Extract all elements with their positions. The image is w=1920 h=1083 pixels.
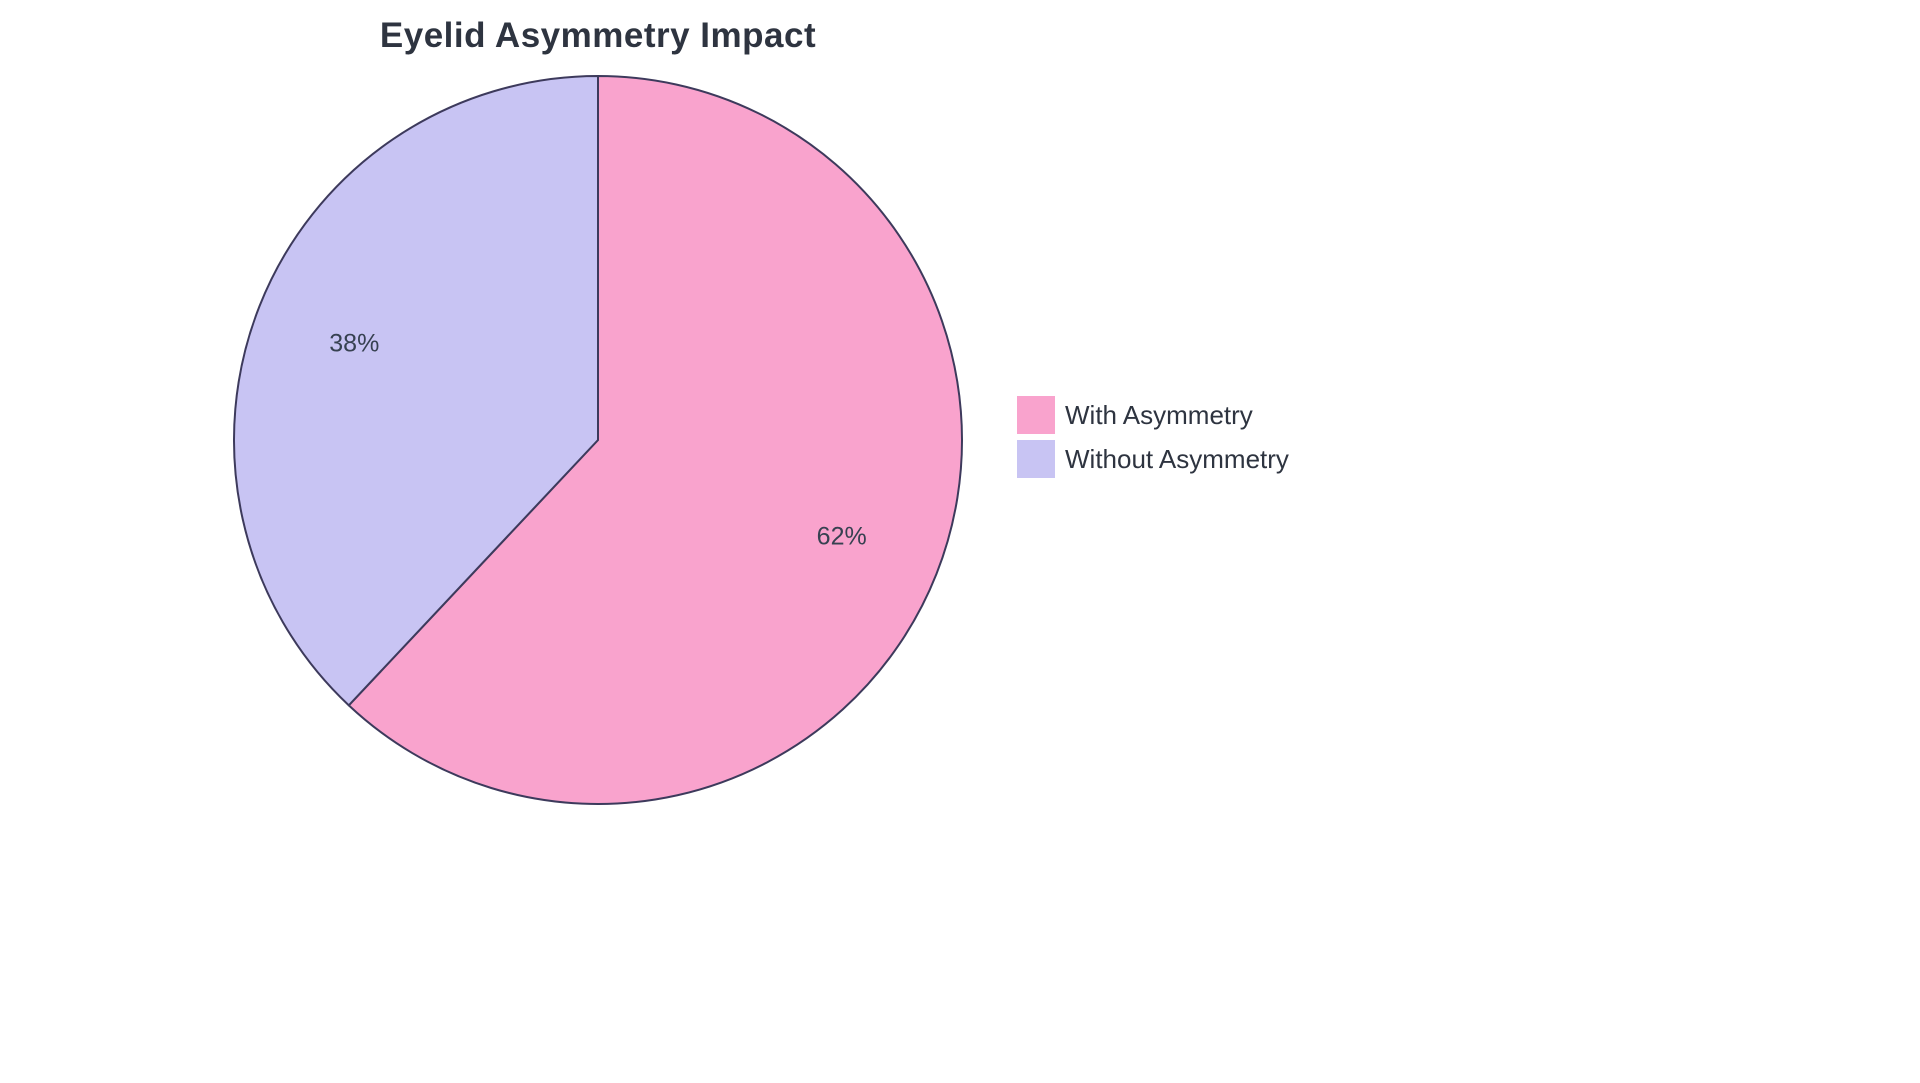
pie-slice-labels: 62% 38%	[329, 330, 866, 551]
chart-title: Eyelid Asymmetry Impact	[380, 16, 816, 55]
pie-slice-value-label: 62%	[817, 523, 867, 551]
pie-chart	[233, 75, 963, 805]
pie-slice-without-asymmetry	[233, 75, 599, 707]
pie-slice-with-asymmetry	[347, 75, 963, 805]
pie-slice-value-label: 38%	[329, 330, 379, 358]
legend-label: With Asymmetry	[1065, 399, 1253, 430]
legend-item-with-asymmetry: With Asymmetry	[1017, 396, 1289, 434]
legend-label: Without Asymmetry	[1065, 443, 1289, 474]
legend-swatch	[1017, 396, 1055, 434]
legend: With Asymmetry Without Asymmetry	[1017, 396, 1289, 478]
legend-swatch	[1017, 440, 1055, 478]
legend-item-without-asymmetry: Without Asymmetry	[1017, 440, 1289, 478]
